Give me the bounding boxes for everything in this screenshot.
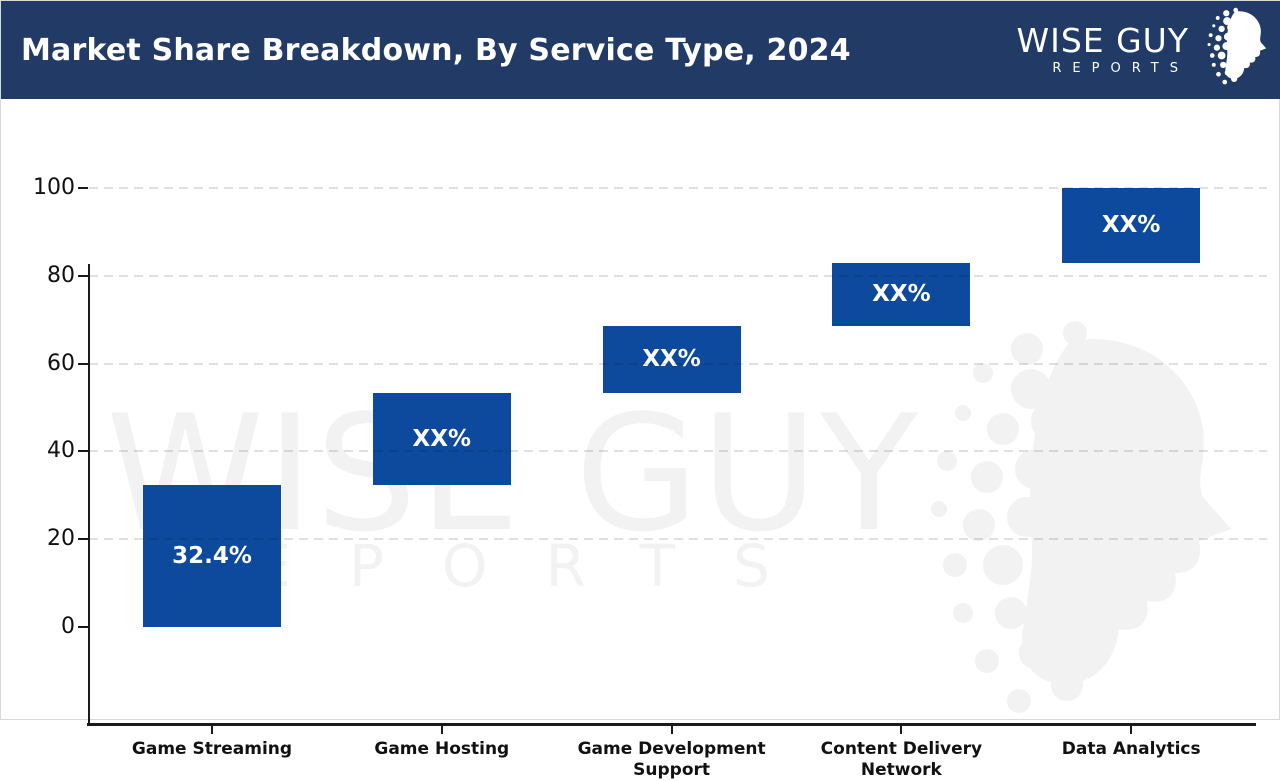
bar-game-hosting-text: XX%	[412, 425, 472, 452]
page-title: Market Share Breakdown, By Service Type,…	[21, 32, 851, 68]
y-tick-label: 40	[47, 438, 75, 464]
bar-data-analytics-text: XX%	[1101, 212, 1161, 239]
y-tick	[78, 187, 88, 189]
gridline-40	[89, 450, 1267, 453]
y-tick-label: 80	[47, 262, 75, 288]
y-axis-spine	[88, 264, 90, 726]
chart-area: WISE GUY REPORTS 32.4% Game Streaming XX% G…	[1, 99, 1280, 780]
y-tick	[78, 362, 88, 365]
y-tick-label: 20	[47, 526, 75, 552]
x-tick	[900, 726, 903, 734]
brand-logo: WISE GUY REPORTS	[1016, 7, 1271, 93]
brand-logo-text: WISE GUY REPORTS	[1016, 24, 1189, 76]
y-tick	[78, 274, 88, 277]
y-tick	[78, 538, 88, 541]
y-tick-label: 60	[47, 350, 75, 376]
x-tick	[670, 726, 673, 734]
brand-tagline: REPORTS	[1052, 60, 1189, 76]
x-category-label: Data Analytics	[1061, 739, 1201, 759]
x-category-label: Game Streaming	[131, 739, 293, 759]
bar-game-streaming: 32.4%	[143, 484, 281, 627]
gridline-20	[89, 538, 1267, 541]
x-tick	[211, 726, 213, 734]
y-tick	[78, 626, 88, 628]
dotted-head-logo-icon	[1191, 7, 1271, 93]
y-tick-label: 0	[61, 614, 75, 639]
bar-game-development-support: XX%	[602, 325, 741, 393]
y-tick	[78, 450, 88, 453]
brand-name: WISE GUY	[1016, 21, 1189, 61]
bar-content-delivery-network-text: XX%	[872, 281, 931, 308]
x-category-label: Game Hosting	[374, 739, 510, 759]
bar-game-development-support-text: XX%	[642, 346, 701, 373]
bar-content-delivery-network: XX%	[832, 262, 971, 326]
header-bar: Market Share Breakdown, By Service Type,…	[1, 1, 1280, 99]
y-tick-label: 100	[33, 175, 75, 200]
x-tick	[440, 726, 443, 734]
gridline-60	[89, 362, 1267, 365]
watermark-dotted-head-icon	[851, 317, 1251, 757]
bar-game-streaming-text: 32.4%	[172, 542, 252, 569]
gridline-100	[89, 187, 1267, 189]
bar-game-hosting: XX%	[372, 392, 511, 485]
x-category-label: Game Development Support	[577, 739, 766, 780]
gridline-80	[89, 274, 1267, 277]
x-category-label: Content Delivery Network	[820, 739, 983, 780]
bar-data-analytics: XX%	[1062, 188, 1201, 263]
x-tick	[1130, 726, 1133, 734]
